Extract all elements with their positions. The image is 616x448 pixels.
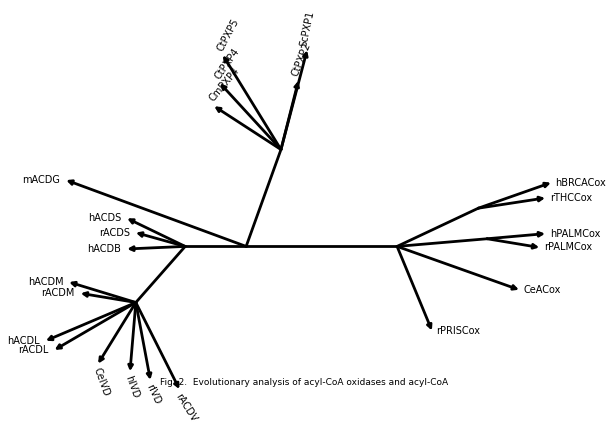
- Text: CeACox: CeACox: [524, 285, 561, 295]
- Text: Fig. 2.  Evolutionary analysis of acyl-CoA oxidases and acyl-CoA: Fig. 2. Evolutionary analysis of acyl-Co…: [160, 378, 448, 387]
- Text: rIVD: rIVD: [144, 383, 162, 406]
- Text: hACDS: hACDS: [88, 213, 121, 224]
- Text: hACDB: hACDB: [87, 244, 121, 254]
- Text: CmPXP4: CmPXP4: [208, 66, 241, 103]
- Text: rACDS: rACDS: [99, 228, 130, 237]
- Text: hBRCACox: hBRCACox: [556, 178, 606, 188]
- Text: hACDL: hACDL: [7, 336, 40, 346]
- Text: rPRISCox: rPRISCox: [437, 326, 480, 336]
- Text: mACDG: mACDG: [23, 175, 60, 185]
- Text: CeIVD: CeIVD: [92, 366, 111, 398]
- Text: CtPXP2: CtPXP2: [290, 42, 313, 78]
- Text: rACDV: rACDV: [174, 392, 199, 424]
- Text: CtPXP5: CtPXP5: [215, 17, 241, 53]
- Text: rPALMCox: rPALMCox: [544, 242, 592, 252]
- Text: rACDL: rACDL: [18, 345, 49, 355]
- Text: hACDM: hACDM: [28, 277, 63, 287]
- Text: CtPXP4: CtPXP4: [213, 46, 241, 81]
- Text: hPALMCox: hPALMCox: [549, 228, 600, 239]
- Text: rTHCCox: rTHCCox: [549, 193, 592, 203]
- Text: rACDM: rACDM: [41, 289, 75, 298]
- Text: hIVD: hIVD: [124, 374, 141, 399]
- Text: ScPXP1: ScPXP1: [299, 10, 316, 47]
